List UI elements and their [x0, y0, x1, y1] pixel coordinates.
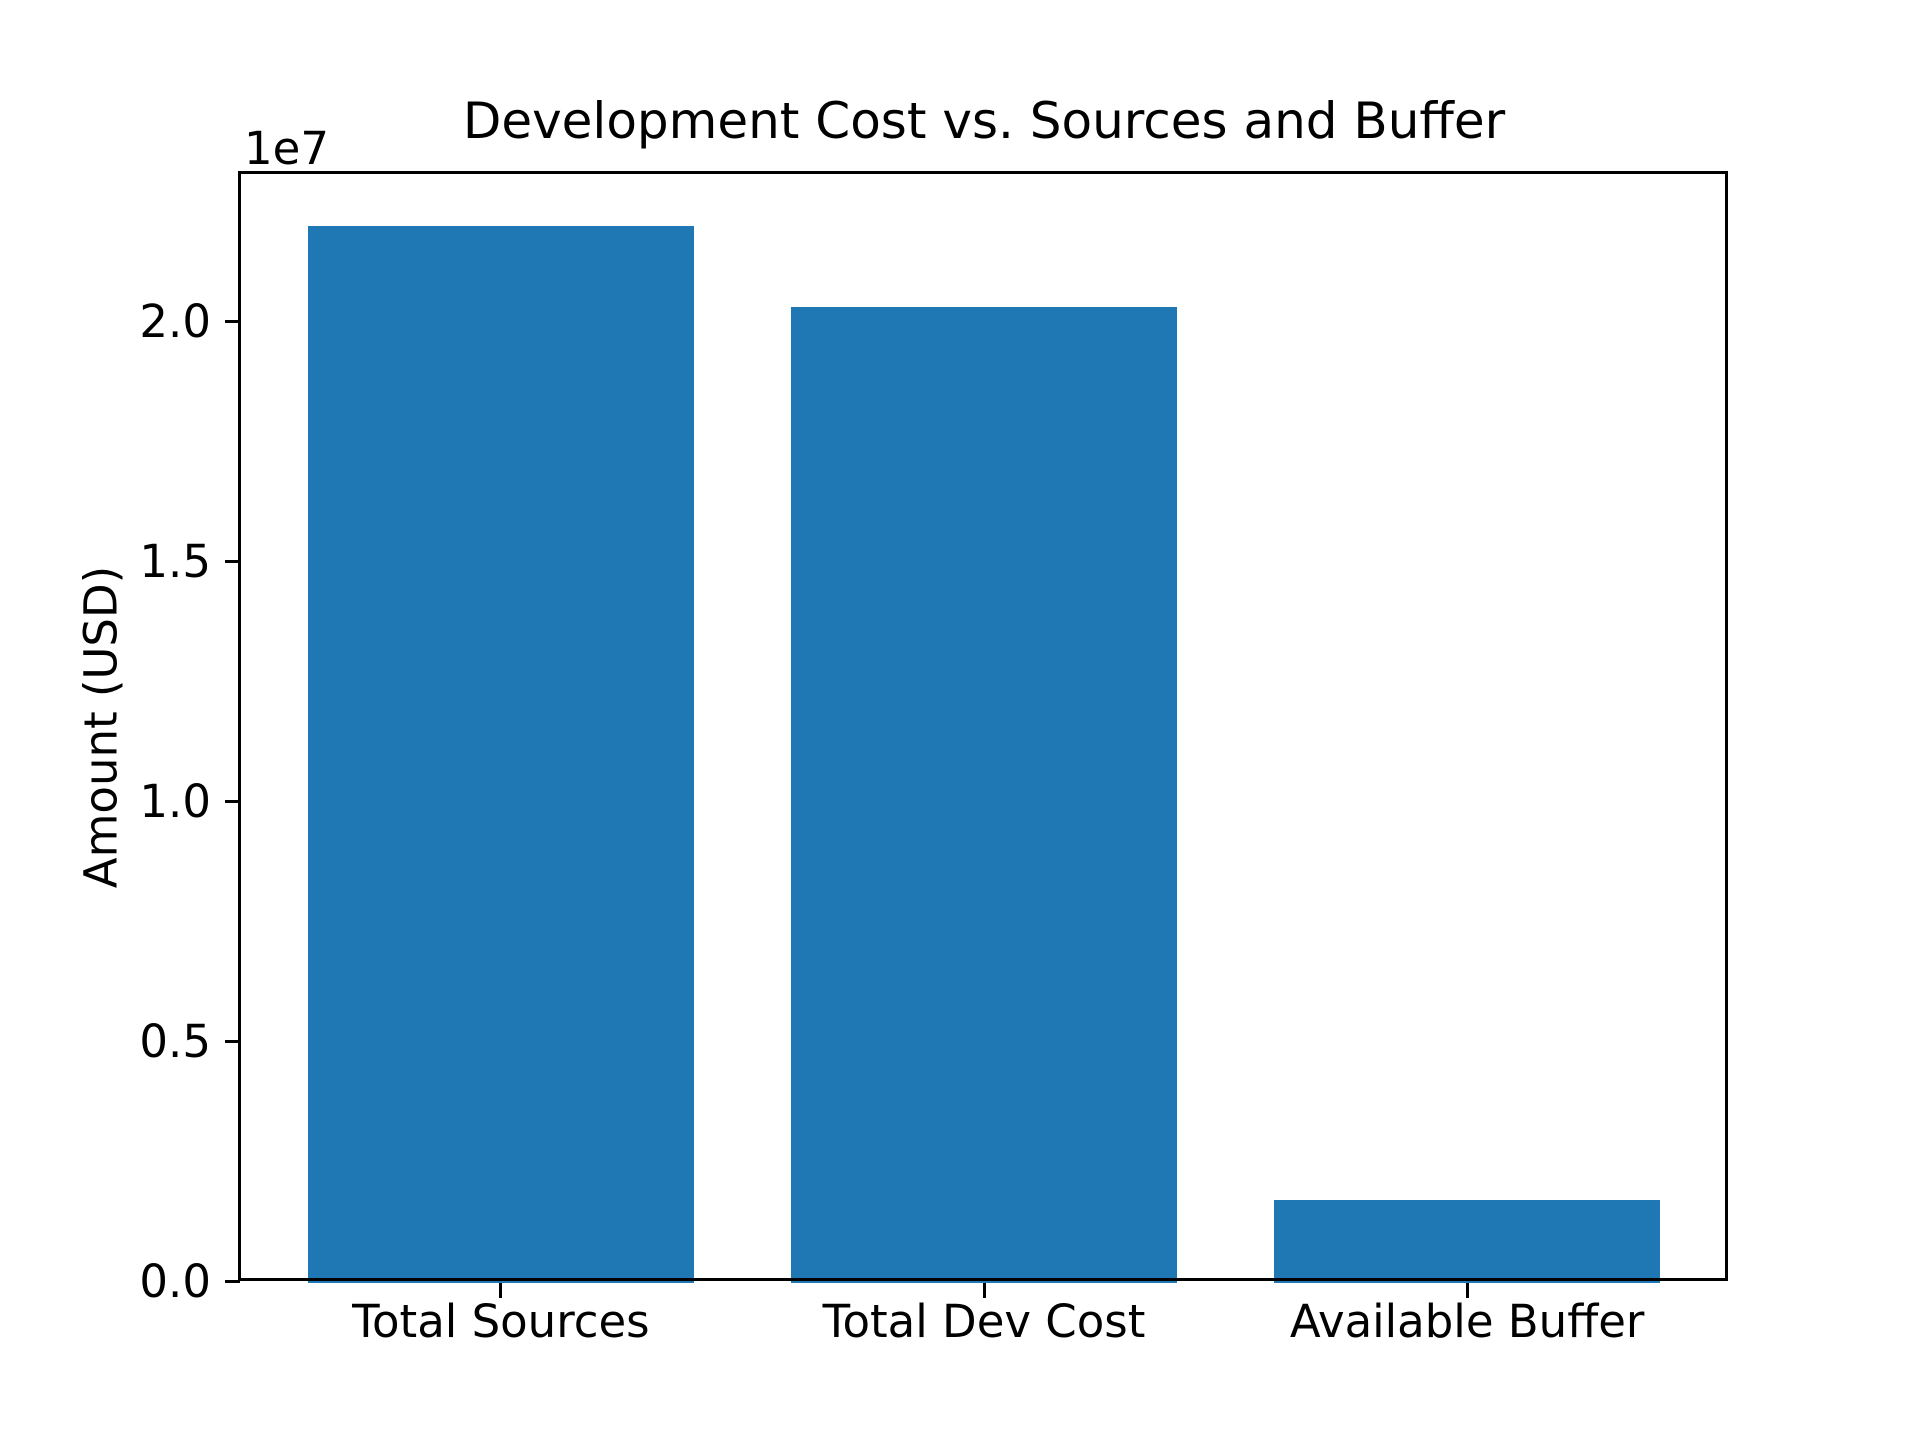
y-tick-label-1.0: 1.0 — [139, 774, 211, 828]
y-tick-label-0.0: 0.0 — [139, 1254, 211, 1308]
y-tick-mark — [225, 1040, 240, 1044]
bar-total-sources — [307, 225, 695, 1283]
y-tick-label-2.0: 2.0 — [139, 294, 211, 348]
y-tick-label-0.5: 0.5 — [139, 1014, 211, 1068]
x-tick-mark — [1465, 1282, 1469, 1298]
chart-title: Development Cost vs. Sources and Buffer — [462, 92, 1506, 150]
y-tick-mark — [225, 1280, 240, 1284]
bar-total-dev-cost — [790, 307, 1178, 1283]
y-tick-mark — [225, 320, 240, 324]
x-tick-label-total-dev-cost: Total Dev Cost — [822, 1295, 1146, 1348]
x-tick-mark — [982, 1282, 986, 1298]
y-tick-mark — [225, 560, 240, 564]
x-tick-label-available-buffer: Available Buffer — [1289, 1295, 1645, 1348]
x-tick-label-total-sources: Total Sources — [352, 1295, 650, 1348]
bar-available-buffer — [1273, 1200, 1661, 1283]
y-axis-offset-text: 1e7 — [244, 122, 329, 175]
y-tick-mark — [225, 800, 240, 804]
x-tick-mark — [499, 1282, 503, 1298]
y-tick-label-1.5: 1.5 — [139, 534, 211, 588]
